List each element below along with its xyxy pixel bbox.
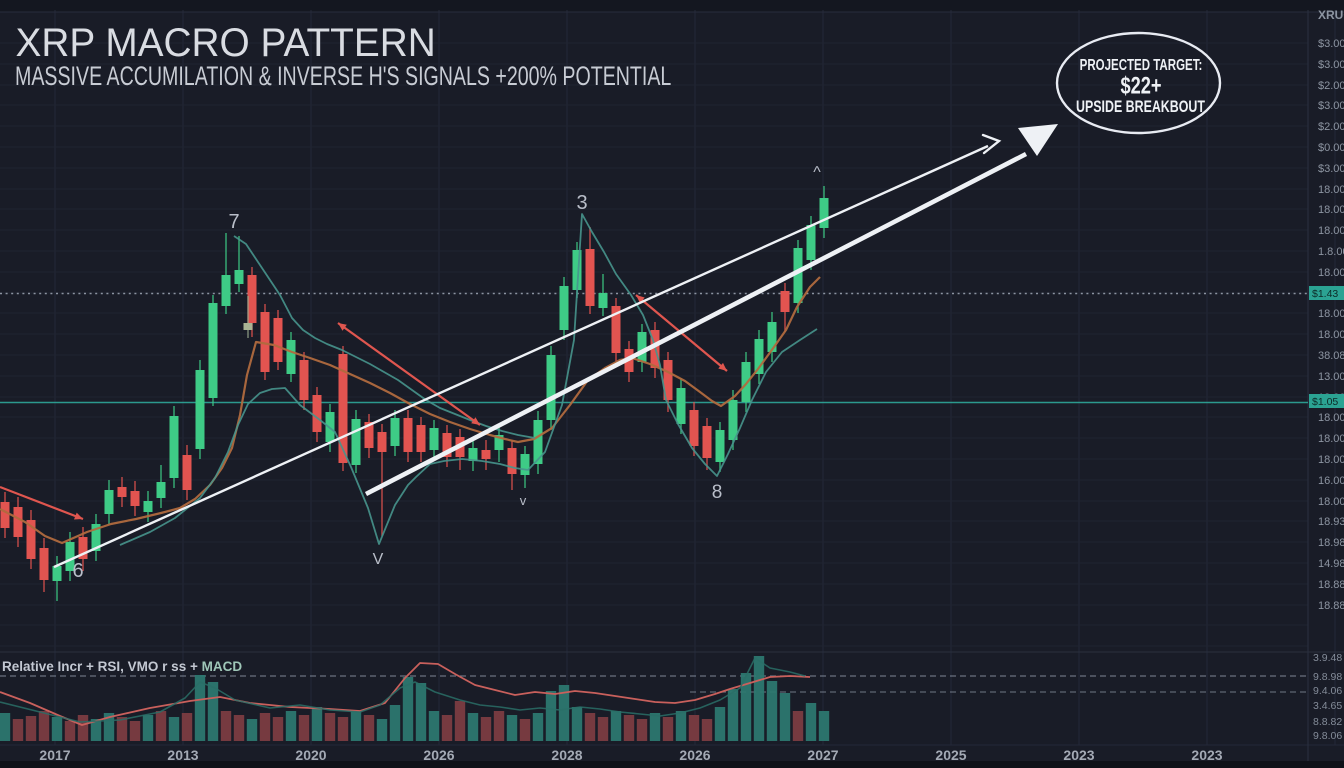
svg-text:18.93: 18.93 bbox=[1318, 516, 1344, 528]
svg-text:18.88: 18.88 bbox=[1318, 579, 1344, 591]
svg-text:18.00: 18.00 bbox=[1318, 204, 1344, 216]
svg-text:2017: 2017 bbox=[39, 747, 70, 763]
svg-text:18.98: 18.98 bbox=[1318, 537, 1344, 549]
svg-text:^: ^ bbox=[813, 164, 821, 181]
svg-text:2026: 2026 bbox=[679, 747, 710, 763]
svg-text:3.9.48: 3.9.48 bbox=[1313, 652, 1342, 664]
svg-text:18.00: 18.00 bbox=[1318, 267, 1344, 279]
svg-text:$3.00: $3.00 bbox=[1318, 38, 1344, 50]
svg-text:18.00: 18.00 bbox=[1318, 496, 1344, 508]
svg-text:3: 3 bbox=[576, 192, 587, 214]
svg-text:2023: 2023 bbox=[1063, 747, 1094, 763]
svg-text:38.08: 38.08 bbox=[1318, 350, 1344, 362]
svg-text:8: 8 bbox=[712, 482, 723, 503]
svg-text:18.88: 18.88 bbox=[1318, 600, 1344, 612]
svg-text:$3.00: $3.00 bbox=[1318, 163, 1344, 175]
svg-text:6: 6 bbox=[72, 560, 83, 582]
svg-text:9.8.06: 9.8.06 bbox=[1313, 730, 1342, 742]
svg-text:3.4.65: 3.4.65 bbox=[1313, 700, 1342, 712]
svg-text:V: V bbox=[373, 551, 384, 568]
svg-text:XRUO: XRUO bbox=[1318, 8, 1344, 22]
svg-text:UPSIDE BREAKBOUT: UPSIDE BREAKBOUT bbox=[1076, 98, 1205, 116]
svg-text:2027: 2027 bbox=[807, 747, 838, 763]
svg-text:2025: 2025 bbox=[935, 747, 966, 763]
svg-text:2013: 2013 bbox=[167, 747, 198, 763]
svg-text:$2.00: $2.00 bbox=[1318, 121, 1344, 133]
svg-text:18.00: 18.00 bbox=[1318, 433, 1344, 445]
svg-text:18.00: 18.00 bbox=[1318, 184, 1344, 196]
svg-text:2023: 2023 bbox=[1191, 747, 1222, 763]
svg-text:$3.00: $3.00 bbox=[1318, 59, 1344, 71]
svg-text:1.8.00: 1.8.00 bbox=[1318, 246, 1344, 258]
svg-text:v: v bbox=[520, 493, 527, 508]
svg-text:PROJECTED TARGET:: PROJECTED TARGET: bbox=[1080, 55, 1203, 73]
svg-text:18.00: 18.00 bbox=[1318, 412, 1344, 424]
svg-text:9.8.98: 9.8.98 bbox=[1313, 671, 1342, 683]
svg-text:$22+: $22+ bbox=[1120, 72, 1161, 99]
svg-text:$3.00: $3.00 bbox=[1318, 100, 1344, 112]
svg-text:18.00: 18.00 bbox=[1318, 308, 1344, 320]
svg-text:2026: 2026 bbox=[423, 747, 454, 763]
svg-text:18.00: 18.00 bbox=[1318, 329, 1344, 341]
svg-text:2020: 2020 bbox=[295, 747, 326, 763]
svg-text:$0.00: $0.00 bbox=[1318, 142, 1344, 154]
svg-text:2028: 2028 bbox=[551, 747, 582, 763]
svg-text:13.00: 13.00 bbox=[1318, 371, 1344, 383]
svg-text:18.00: 18.00 bbox=[1318, 454, 1344, 466]
svg-text:9.4.06: 9.4.06 bbox=[1313, 685, 1342, 697]
svg-text:$2.00: $2.00 bbox=[1318, 80, 1344, 92]
svg-text:XRP MACRO PATTERN: XRP MACRO PATTERN bbox=[16, 20, 436, 65]
svg-text:16.00: 16.00 bbox=[1318, 475, 1344, 487]
svg-text:$1.05: $1.05 bbox=[1312, 396, 1338, 408]
svg-text:14.98: 14.98 bbox=[1318, 558, 1344, 570]
svg-text:$1.43: $1.43 bbox=[1312, 288, 1338, 300]
svg-text:8.8.82: 8.8.82 bbox=[1313, 716, 1342, 728]
svg-text:7: 7 bbox=[228, 211, 239, 233]
svg-text:Relative Incr + RSI, VMO r ss: Relative Incr + RSI, VMO r ss + MACD bbox=[2, 659, 242, 674]
svg-text:MASSIVE ACCUMILATION & INVERSE: MASSIVE ACCUMILATION & INVERSE H'S SIGNA… bbox=[15, 61, 671, 91]
svg-text:18.00: 18.00 bbox=[1318, 225, 1344, 237]
